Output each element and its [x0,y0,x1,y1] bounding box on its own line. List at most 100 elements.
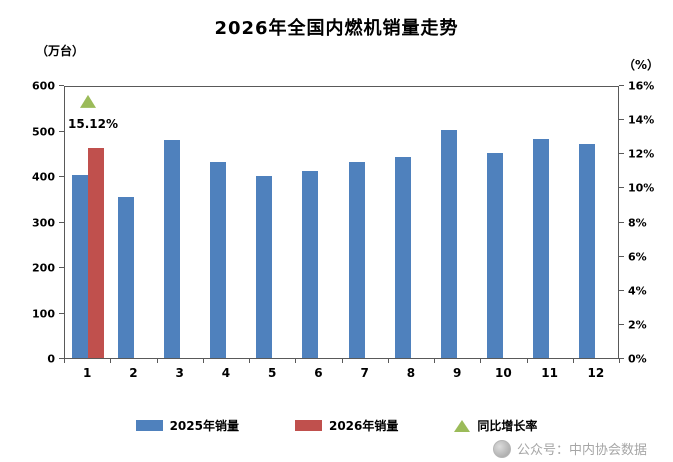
x-axis-label-month-3: 3 [175,366,184,380]
left-axis-tick-label: 300 [32,216,55,229]
bar-slot [503,87,519,358]
bar-sales-2025-month-8 [394,157,411,358]
left-axis-tick-mark [59,85,64,86]
x-axis-label-month-12: 12 [587,366,605,380]
bar-sales-2026-month-1 [88,147,105,358]
x-axis-label-month-11: 11 [541,366,558,380]
bar-sales-2025-month-5 [256,176,273,358]
x-axis-label-month-7: 7 [360,366,369,380]
x-axis-tick-mark [387,359,389,363]
bar-slot [118,87,135,358]
bar-group-month-9 [434,87,480,358]
bar-group-month-3 [157,87,203,358]
right-axis-tick-label: 14% [628,113,655,127]
legend: 2025年销量 2026年销量 同比增长率 [0,417,673,434]
bar-slot [532,87,549,358]
right-axis-tick-label: 2% [628,318,647,332]
bar-slot [394,87,411,358]
legend-label-growth-rate: 同比增长率 [477,419,538,433]
bar-slot [549,87,565,358]
legend-label-sales-2025: 2025年销量 [169,419,239,433]
bar-slot [180,87,196,358]
left-axis-tick-mark [59,267,64,268]
chart-area: 0 100 200 300 400 500 600 15.12% 1 2 3 4 5 6 7 8 9 10 11… [12,80,665,385]
right-axis-tick-mark [619,187,624,189]
left-axis-tick-mark [59,221,64,223]
watermark-text: 公众号：中内协会数据 [516,443,647,458]
x-axis-tick-mark [526,359,528,363]
bar-group-month-2 [111,87,157,358]
x-axis-tick-mark [480,359,482,363]
left-y-axis: 0 100 200 300 400 500 600 [12,80,64,366]
growth-rate-annotation: 15.12% [68,116,119,131]
bar-sales-2025-month-10 [486,153,503,358]
x-axis-label-month-1: 1 [82,366,92,380]
bar-group-month-5 [249,87,295,358]
bar-sales-2025-month-11 [532,138,549,358]
x-axis-tick-mark [64,359,65,363]
legend-marker-sales-2026-icon [294,420,322,431]
bar-slot [411,87,427,358]
bar-slot [226,87,242,358]
bar-group-month-8 [388,87,434,358]
bar-sales-2025-month-12 [578,144,595,358]
bar-sales-2025-month-1 [72,175,89,358]
right-axis-tick-mark [619,85,624,86]
x-axis-label-month-10: 10 [495,366,512,380]
bar-group-month-6 [295,87,341,358]
bar-slot [365,87,381,358]
x-axis-label-month-6: 6 [314,366,323,380]
x-axis-label-month-5: 5 [267,366,277,380]
right-axis-tick-mark [619,221,624,223]
bar-slot [348,87,365,358]
bar-slot [72,87,89,358]
bar-slot [318,87,334,358]
x-axis-tick-mark [434,359,435,363]
x-axis-tick-mark [110,359,112,363]
bar-slot [440,87,457,358]
bar-slot [578,87,595,358]
left-axis-tick-mark [59,358,64,359]
right-axis-tick-label: 12% [628,147,655,161]
bar-group-month-10 [480,87,526,358]
bar-sales-2025-month-4 [210,162,227,358]
bar-group-month-12 [572,87,618,358]
bar-sales-2025-month-2 [118,196,135,358]
right-axis-tick-mark [619,119,624,121]
x-axis-tick-mark [341,359,343,363]
bar-group-month-11 [526,87,572,358]
right-axis-tick-label: 0% [628,352,647,366]
plot-area: 15.12% [64,86,619,359]
x-axis-label-month-8: 8 [406,366,416,380]
right-axis-tick-label: 6% [628,250,647,264]
chart-title: 2026年全国内燃机销量走势 [214,18,459,39]
x-axis-tick-mark [156,359,158,363]
x-axis-label-month-9: 9 [452,366,462,380]
bar-slot [486,87,503,358]
right-axis-unit-label: （%） [622,58,659,72]
right-axis-tick-mark [619,289,624,291]
bar-slot [134,87,150,358]
plot-column: 15.12% 1 2 3 4 5 6 7 8 9 10 11 12 [64,86,620,385]
x-axis-tick-mark [572,359,574,363]
bar-slot [595,87,611,358]
x-axis: 1 2 3 4 5 6 7 8 9 10 11 12 [64,359,620,385]
left-axis-tick-label: 200 [32,261,55,275]
legend-item-growth-rate: 同比增长率 [454,417,537,434]
bar-slot [272,87,288,358]
right-axis-tick-mark [619,358,624,359]
bar-sales-2025-month-9 [440,129,457,358]
left-axis-tick-label: 500 [32,125,55,138]
left-axis-tick-mark [59,176,64,177]
watermark-logo-icon [492,439,511,458]
left-axis-tick-mark [59,312,64,314]
bar-slot [88,87,105,358]
right-axis-tick-label: 4% [628,284,647,298]
watermark: 公众号：中内协会数据 [492,439,647,458]
x-axis-label-month-4: 4 [221,366,231,380]
x-axis-tick-mark [619,359,620,363]
x-axis-label-month-2: 2 [129,366,138,380]
right-axis-tick-mark [619,255,624,257]
bar-slot [164,87,181,358]
bar-slot [256,87,273,358]
